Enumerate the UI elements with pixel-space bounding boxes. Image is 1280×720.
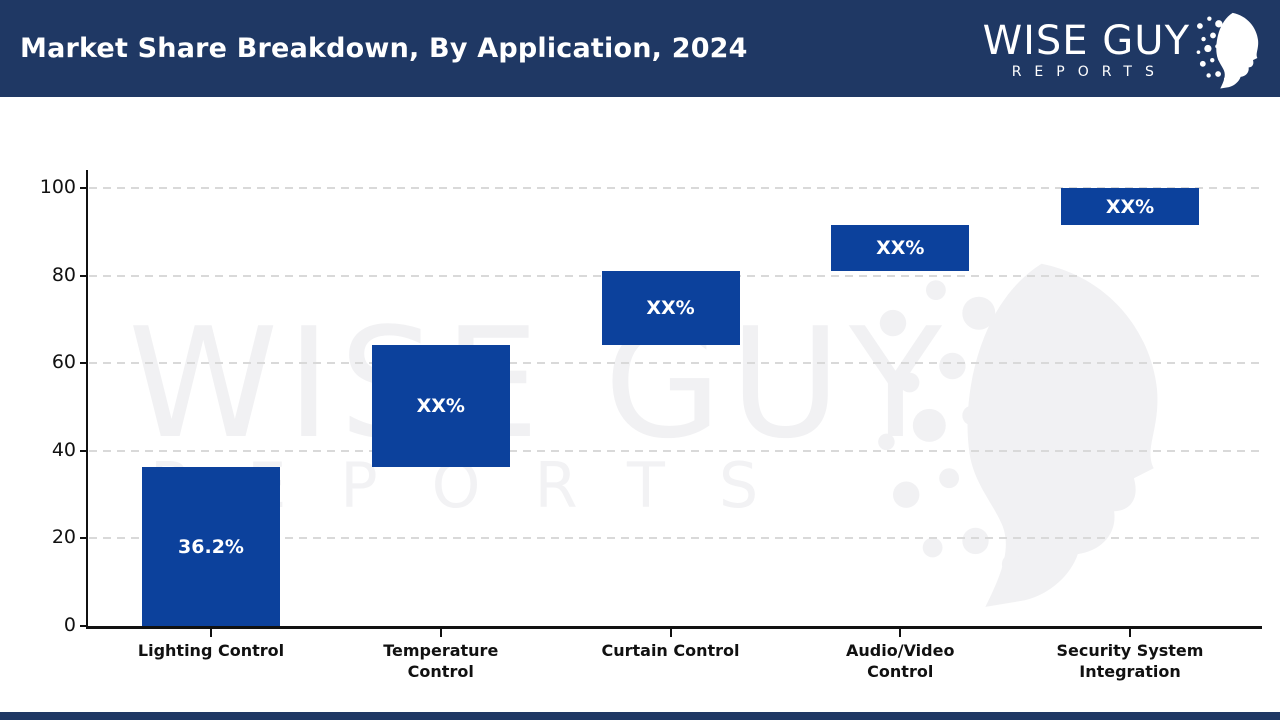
gridline-y20 (89, 537, 1262, 540)
y-tick-mark (80, 537, 88, 540)
y-tick-label: 0 (63, 614, 76, 636)
y-tick-label: 20 (51, 526, 76, 549)
bar-value-label: XX% (1105, 195, 1155, 218)
logo-reports-text: REPORTS (1011, 64, 1167, 80)
bar-temperature-control: XX% (371, 344, 510, 468)
y-tick-label: 60 (51, 351, 76, 374)
chart-area: WISE GUY REPORTS 0 20 40 60 80 100 36.2% Lighti… (0, 97, 1280, 712)
x-tick-mark (669, 629, 672, 637)
logo-text: WISE GUY REPORTS (983, 20, 1190, 80)
bar-curtain-control: XX% (601, 271, 740, 345)
category-label: Temperature Control (383, 641, 499, 681)
bar-audio-video-control: XX% (831, 225, 970, 272)
x-tick-mark (899, 629, 902, 637)
x-tick-mark (439, 629, 442, 637)
category-label: Audio/Video Control (846, 641, 955, 681)
bar-value-label: XX% (416, 395, 465, 418)
y-axis-line (86, 170, 88, 628)
y-tick-mark (80, 449, 88, 452)
logo-wiseguy-text: WISE GUY (982, 18, 1190, 64)
category-label: Lighting Control (137, 641, 285, 660)
y-tick-label: 80 (51, 263, 76, 286)
page-title: Market Share Breakdown, By Application, … (20, 33, 748, 64)
y-tick-mark (80, 274, 88, 277)
y-tick-mark (80, 362, 88, 365)
bar-value-label: XX% (646, 297, 695, 319)
category-label: Security System Integration (1056, 641, 1204, 681)
footer-bar (0, 712, 1280, 720)
bar-value-label: XX% (876, 237, 925, 260)
logo-face-icon (1196, 12, 1259, 89)
wiseguy-logo: WISE GUY REPORTS (983, 10, 1266, 90)
watermark-face-icon (878, 263, 1158, 607)
bar-lighting-control: 36.2% (142, 467, 280, 626)
gridline-y100 (89, 187, 1262, 189)
header: Market Share Breakdown, By Application, … (0, 0, 1280, 97)
x-axis-line (86, 626, 1262, 629)
x-tick-mark (210, 629, 212, 637)
category-label: Curtain Control (601, 641, 740, 660)
gridline-y60 (89, 362, 1262, 365)
y-tick-label: 100 (39, 176, 76, 198)
bar-security-system-integration: XX% (1061, 188, 1199, 226)
y-tick-mark (80, 625, 88, 627)
y-tick-label: 40 (51, 438, 76, 461)
x-tick-mark (1129, 629, 1131, 637)
y-tick-mark (80, 187, 88, 189)
gridline-y40 (89, 449, 1262, 452)
watermark-text: WISE GUY (128, 295, 950, 472)
bar-value-label: 36.2% (178, 535, 244, 558)
